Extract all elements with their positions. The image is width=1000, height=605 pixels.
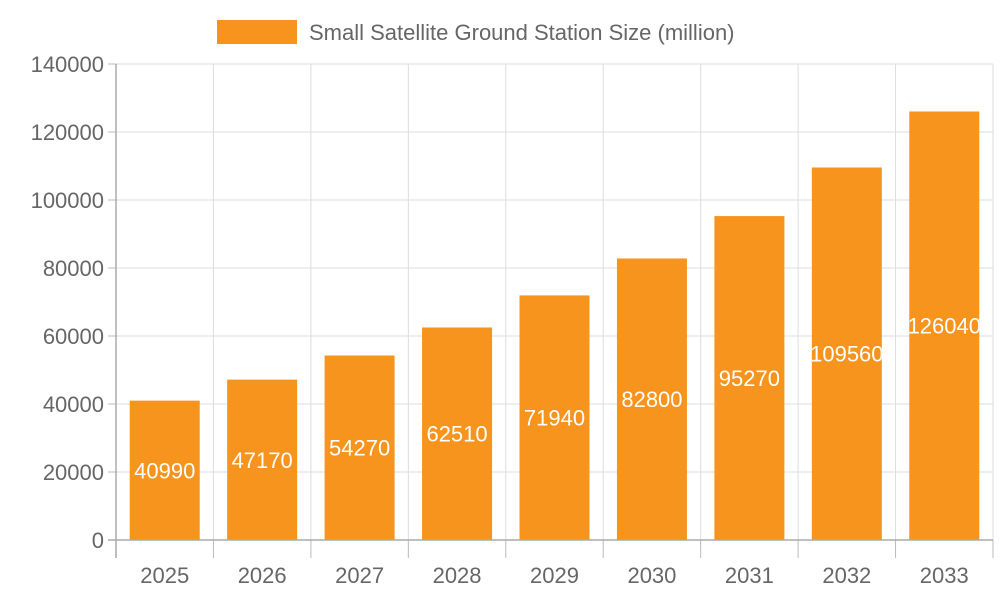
y-tick-label: 0	[92, 528, 104, 553]
x-tick-label: 2025	[140, 563, 189, 588]
bar	[324, 355, 395, 540]
legend[interactable]: Small Satellite Ground Station Size (mil…	[217, 20, 735, 45]
y-tick-label: 100000	[31, 188, 104, 213]
x-tick-label: 2028	[433, 563, 482, 588]
y-tick-label: 140000	[31, 52, 104, 77]
bar	[714, 216, 785, 540]
bar	[227, 379, 298, 540]
legend-swatch	[217, 20, 297, 44]
x-tick-label: 2031	[725, 563, 774, 588]
bar	[616, 258, 687, 540]
data-label: 40990	[134, 458, 195, 483]
x-tick-label: 2032	[822, 563, 871, 588]
y-tick-label: 120000	[31, 120, 104, 145]
bar	[422, 327, 493, 540]
bars: 40990 47170 54270 62510 71940 82800 95270 10956…	[129, 111, 981, 541]
bar	[519, 295, 590, 540]
bar	[129, 400, 200, 540]
y-tick-label: 60000	[43, 324, 104, 349]
y-tick-label: 20000	[43, 460, 104, 485]
y-tick-label: 40000	[43, 392, 104, 417]
data-label: 54270	[329, 436, 390, 461]
data-label: 71940	[524, 406, 585, 431]
grid	[116, 63, 994, 540]
y-tick-label: 80000	[43, 256, 104, 281]
data-label: 62510	[426, 422, 487, 447]
legend-label: Small Satellite Ground Station Size (mil…	[309, 20, 735, 45]
data-label: 47170	[232, 448, 293, 473]
bar	[811, 167, 882, 540]
data-label: 126040	[908, 314, 981, 339]
x-tick-label: 2026	[238, 563, 287, 588]
data-label: 109560	[810, 342, 883, 367]
bar	[909, 111, 980, 541]
data-label: 82800	[621, 387, 682, 412]
axes: 0 20000 40000 60000 80000 100000 120000 140000 2…	[31, 52, 994, 588]
x-tick-label: 2027	[335, 563, 384, 588]
x-tick-label: 2033	[920, 563, 969, 588]
x-tick-label: 2030	[627, 563, 676, 588]
data-label: 95270	[719, 366, 780, 391]
x-tick-label: 2029	[530, 563, 579, 588]
